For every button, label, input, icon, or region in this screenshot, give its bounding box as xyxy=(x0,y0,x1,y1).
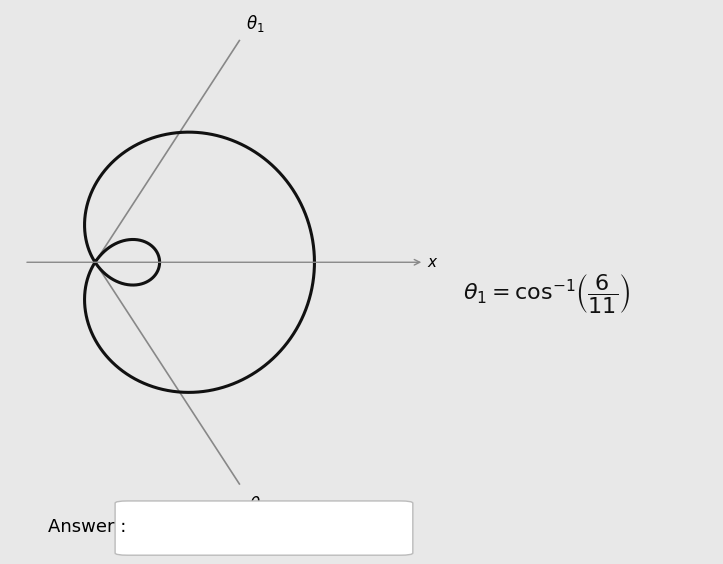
Text: $\theta_1$: $\theta_1$ xyxy=(246,13,265,34)
FancyBboxPatch shape xyxy=(115,501,413,555)
Text: x: x xyxy=(427,255,437,270)
Text: $-\theta_1$: $-\theta_1$ xyxy=(236,494,269,514)
Text: $\theta_1 = \cos^{-1}\!\left(\dfrac{6}{11}\right)$: $\theta_1 = \cos^{-1}\!\left(\dfrac{6}{1… xyxy=(463,272,630,315)
Text: Answer :: Answer : xyxy=(48,518,127,536)
